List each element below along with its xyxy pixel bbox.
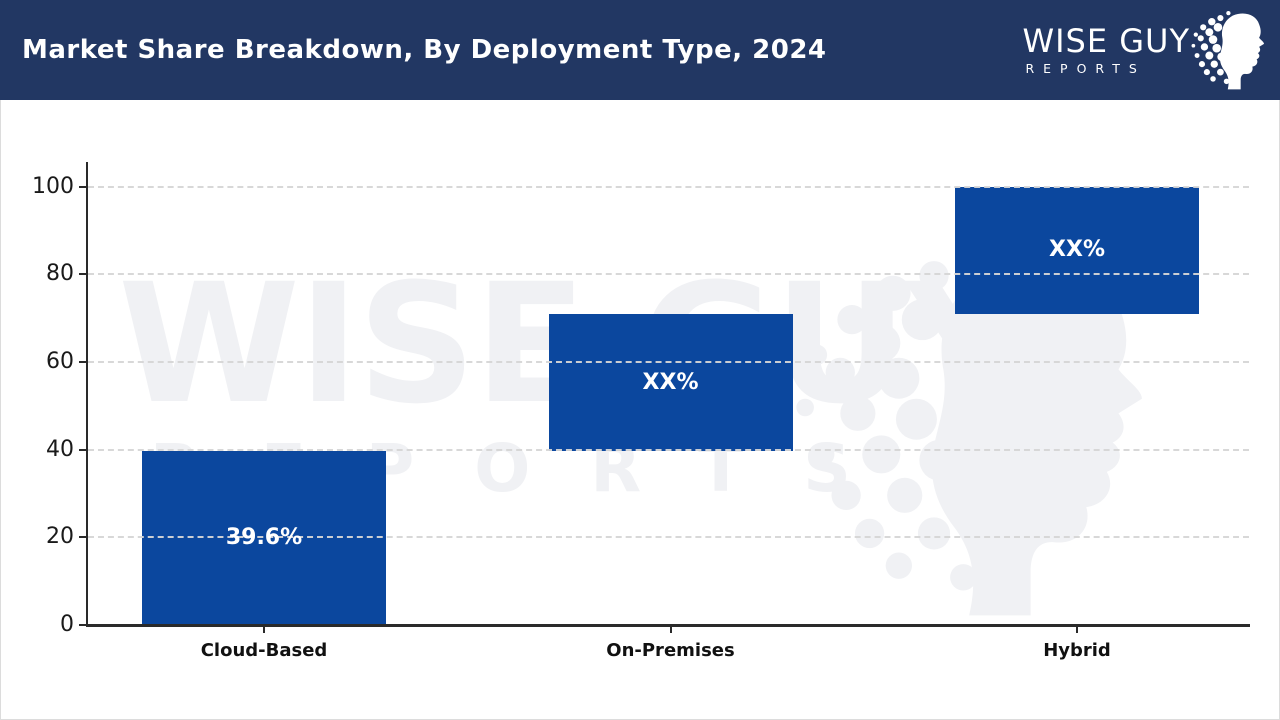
brand-wordmark-block: WISE GUY REPORTS: [1022, 24, 1190, 76]
header: Market Share Breakdown, By Deployment Ty…: [0, 0, 1280, 100]
y-axis-line: [86, 162, 88, 626]
gridline-60: [88, 360, 1249, 363]
y-tick-label: 80: [46, 261, 74, 287]
bar-value-label: XX%: [642, 369, 699, 395]
bar-value-label: 39.6%: [225, 525, 303, 551]
y-tick-mark: [79, 536, 87, 539]
gridline-100: [88, 185, 1249, 188]
y-tick-mark: [79, 624, 87, 626]
y-tick-label: 0: [60, 612, 74, 637]
brand-wordmark: WISE GUY: [1022, 22, 1190, 60]
y-tick-mark: [79, 448, 87, 451]
y-tick-mark: [79, 185, 87, 188]
bar-hybrid: [955, 186, 1199, 314]
x-category-label: On-Premises: [606, 640, 735, 661]
x-tick-mark: [263, 625, 265, 633]
y-tick-mark: [79, 273, 87, 276]
x-tick-mark: [669, 625, 672, 633]
wiseguy-face-watermark-icon: [796, 242, 1142, 616]
gridline-80: [88, 273, 1249, 276]
x-category-label: Hybrid: [1043, 640, 1111, 661]
wiseguy-face-icon: [1191, 10, 1265, 90]
x-tick-mark: [1076, 625, 1078, 633]
brand-reports-label: REPORTS: [1025, 61, 1146, 76]
brand-logo: WISE GUY REPORTS: [1022, 7, 1272, 93]
page-title: Market Share Breakdown, By Deployment Ty…: [22, 35, 827, 65]
bar-on-premises: [548, 313, 793, 452]
y-tick-label: 20: [46, 524, 74, 550]
y-tick-label: 60: [46, 348, 74, 374]
y-tick-mark: [79, 360, 87, 363]
y-tick-label: 40: [46, 436, 74, 462]
bar-value-label: XX%: [1049, 237, 1105, 263]
x-axis-line: [86, 624, 1250, 627]
gridline-20: [88, 536, 1249, 539]
y-tick-label: 100: [32, 173, 74, 199]
x-category-label: Cloud-Based: [200, 640, 328, 661]
gridline-40: [88, 448, 1249, 451]
